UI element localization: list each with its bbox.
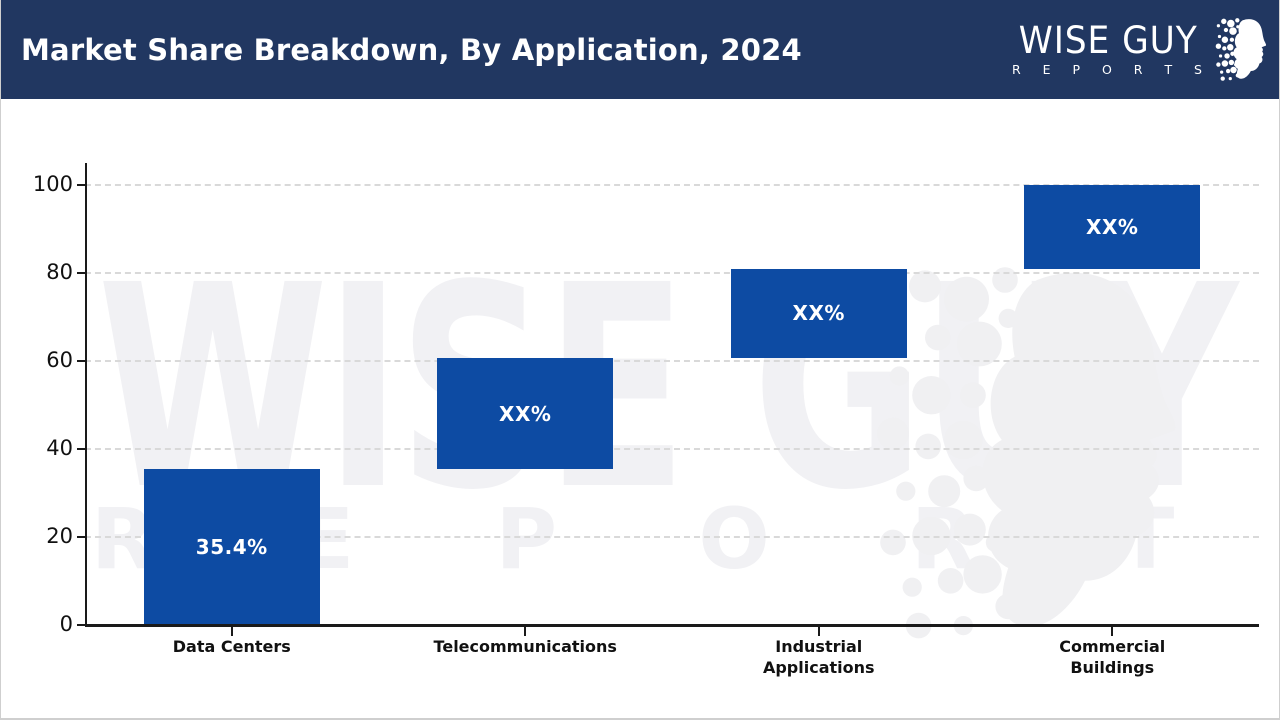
y-tick-label: 60 [46, 348, 73, 372]
bar-value-label: XX% [792, 301, 845, 326]
bar-industrial-applications: XX% [730, 268, 907, 359]
gridline-40 [85, 448, 1259, 450]
x-category-label: Commercial Buildings [992, 636, 1232, 678]
gridline-100 [85, 184, 1259, 186]
y-tick-20 [77, 536, 85, 538]
x-tick-0 [230, 627, 233, 636]
y-axis-line [85, 163, 87, 627]
y-tick-label: 0 [59, 612, 73, 636]
bar-value-label: XX% [499, 401, 552, 426]
x-category-label-line: Telecommunications [433, 637, 617, 656]
bar-commercial-buildings: XX% [1024, 185, 1201, 269]
x-category-label: Telecommunications [405, 636, 645, 657]
bar-telecommunications: XX% [437, 358, 614, 470]
bar-value-label: 35.4% [195, 535, 268, 560]
x-category-label: Data Centers [112, 636, 352, 657]
y-tick-0 [77, 624, 85, 626]
y-tick-60 [77, 360, 85, 362]
brand-logo-text: WISE GUY R E P O R T S [1006, 22, 1211, 77]
dotted-head-profile-icon [1215, 17, 1267, 81]
brand-logo: WISE GUY R E P O R T S [1006, 12, 1267, 88]
header-bar: Market Share Breakdown, By Application, … [1, 0, 1279, 99]
y-tick-label: 80 [46, 260, 73, 284]
chart-area: WISE GUY R E P O R T S 02040608010035.4%… [1, 99, 1279, 718]
x-category-label: Industrial Applications [699, 636, 939, 678]
x-category-label-line: Industrial [775, 637, 863, 656]
y-tick-label: 20 [46, 524, 73, 548]
bar-value-label: XX% [1086, 214, 1139, 239]
gridline-60 [85, 360, 1259, 362]
x-tick-1 [524, 627, 527, 636]
x-category-label-line: Commercial [1059, 637, 1166, 656]
brand-subname: R E P O R T S [1011, 62, 1211, 77]
y-tick-label: 40 [46, 436, 73, 460]
brand-name: WISE GUY [1018, 19, 1198, 62]
page-title: Market Share Breakdown, By Application, … [21, 32, 802, 67]
x-axis-line [85, 624, 1259, 627]
y-tick-40 [77, 448, 85, 450]
gridline-80 [85, 272, 1259, 274]
y-tick-100 [77, 184, 85, 186]
y-tick-80 [77, 272, 85, 274]
x-category-label-line: Applications [762, 658, 875, 677]
gridline-20 [85, 536, 1259, 538]
x-tick-2 [817, 627, 820, 636]
x-category-label-line: Buildings [1070, 658, 1155, 677]
x-category-label-line: Data Centers [172, 637, 291, 656]
bar-data-centers: 35.4% [143, 469, 320, 625]
x-tick-3 [1111, 627, 1114, 636]
y-tick-label: 100 [32, 172, 73, 196]
